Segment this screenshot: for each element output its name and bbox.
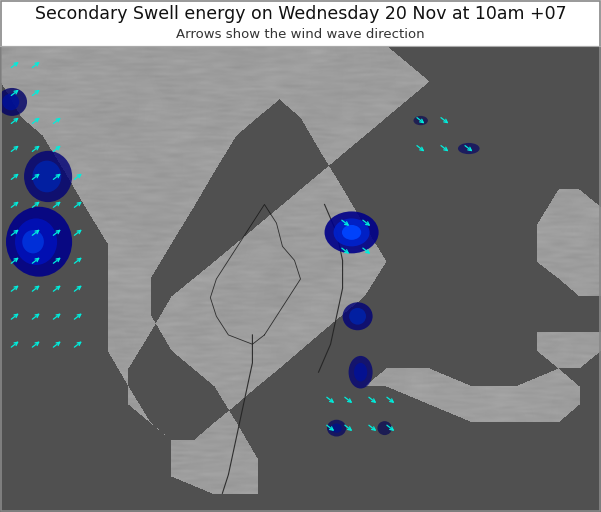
Ellipse shape: [413, 116, 428, 125]
Ellipse shape: [343, 302, 373, 330]
Ellipse shape: [334, 219, 370, 246]
Ellipse shape: [331, 423, 342, 433]
Ellipse shape: [0, 88, 27, 116]
Ellipse shape: [22, 230, 44, 253]
Ellipse shape: [349, 356, 373, 389]
Text: Arrows show the wind wave direction: Arrows show the wind wave direction: [176, 28, 425, 41]
Ellipse shape: [325, 211, 379, 253]
Ellipse shape: [15, 219, 57, 265]
Ellipse shape: [458, 143, 480, 154]
Ellipse shape: [2, 94, 19, 110]
Ellipse shape: [354, 363, 367, 381]
Ellipse shape: [6, 207, 72, 276]
Ellipse shape: [32, 161, 61, 193]
Ellipse shape: [327, 420, 346, 437]
Ellipse shape: [24, 151, 72, 202]
Ellipse shape: [349, 308, 366, 325]
Ellipse shape: [377, 421, 392, 435]
Ellipse shape: [342, 225, 361, 240]
Text: Secondary Swell energy on Wednesday 20 Nov at 10am +07: Secondary Swell energy on Wednesday 20 N…: [35, 5, 566, 23]
